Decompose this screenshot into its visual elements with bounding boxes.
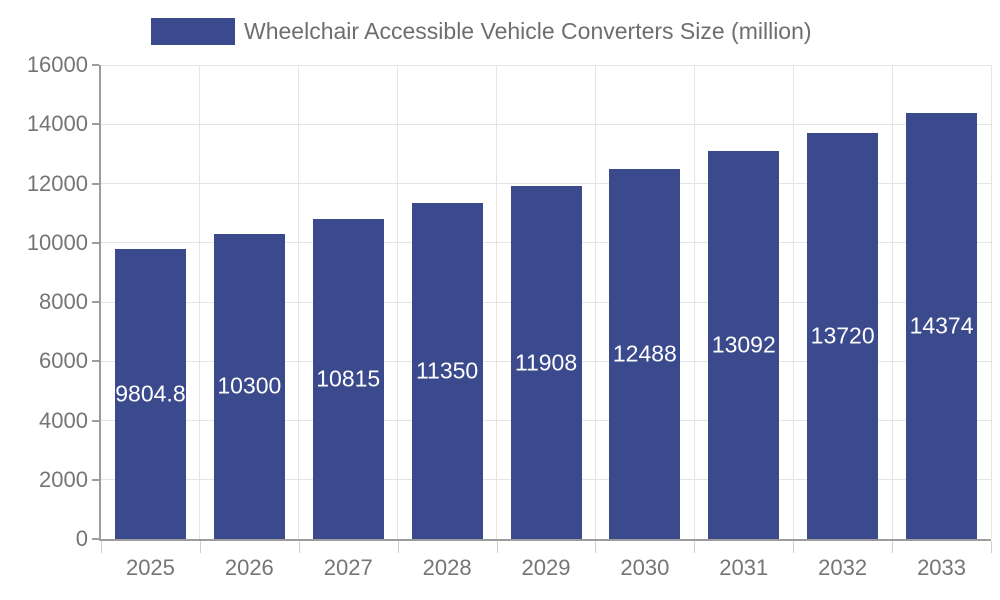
y-axis-tick <box>92 241 99 244</box>
bar-value-label: 14374 <box>909 312 974 339</box>
bar-value-label: 11908 <box>514 349 578 376</box>
x-axis-tick <box>397 541 399 553</box>
y-axis-tick <box>92 478 99 481</box>
y-axis-tick <box>92 64 99 66</box>
bar <box>213 233 285 539</box>
x-axis-tick <box>991 541 992 553</box>
gridline-vertical <box>298 65 300 539</box>
bar <box>510 186 582 539</box>
bar <box>807 132 879 539</box>
y-axis-tick <box>92 182 99 185</box>
x-tick-label: 2025 <box>125 555 175 580</box>
x-axis-tick <box>199 541 201 553</box>
y-tick-label: 4000 <box>39 407 88 433</box>
y-tick-label: 14000 <box>26 111 88 137</box>
y-axis-tick <box>92 360 99 363</box>
x-tick-label: 2033 <box>917 555 967 580</box>
gridline-vertical <box>496 65 498 539</box>
x-axis-tick <box>892 541 894 553</box>
x-tick-label: 2032 <box>818 555 868 580</box>
legend: Wheelchair Accessible Vehicle Converters… <box>151 18 812 45</box>
x-axis-tick <box>793 541 795 553</box>
gridline-horizontal <box>101 183 991 184</box>
x-axis-tick <box>694 541 696 553</box>
y-axis-tick <box>92 123 99 126</box>
x-tick-label: 2030 <box>620 555 670 580</box>
y-axis-labels: 0 2000 4000 6000 8000 10000 12000 14000 16000 <box>0 52 88 551</box>
x-tick-label: 2028 <box>422 555 472 580</box>
y-tick-label: 0 <box>75 526 88 551</box>
x-tick-label: 2027 <box>323 555 373 580</box>
x-axis-tick <box>298 541 300 553</box>
bar-value-label: 9804.8 <box>115 380 186 407</box>
plot-area: 9804.8 10300 10815 11350 11908 12488 13092 1372… <box>99 64 992 541</box>
bar <box>609 169 681 539</box>
bar-value-label: 13720 <box>810 322 875 349</box>
gridline-vertical <box>594 65 596 539</box>
bar <box>906 113 978 539</box>
y-axis-tick <box>92 538 99 540</box>
gridline-vertical <box>199 65 201 539</box>
y-tick-label: 8000 <box>39 289 88 314</box>
gridline-horizontal <box>101 123 991 125</box>
x-tick-label: 2031 <box>719 555 769 580</box>
bar <box>708 151 780 539</box>
bar-value-label: 13092 <box>711 331 776 358</box>
x-axis-labels: 2025 2026 2027 2028 2029 2030 2031 2032 2033 <box>101 555 991 587</box>
x-axis-tick <box>595 541 597 553</box>
gridline-vertical <box>397 65 399 539</box>
x-axis-tick <box>101 541 102 553</box>
y-tick-label: 12000 <box>26 170 88 196</box>
gridline-vertical <box>891 65 893 539</box>
y-axis-tick <box>92 419 99 422</box>
gridline-vertical <box>792 65 794 539</box>
bar-value-label: 12488 <box>612 340 677 367</box>
y-tick-label: 2000 <box>39 466 88 492</box>
y-tick-label: 6000 <box>39 348 88 374</box>
x-tick-label: 2026 <box>224 555 274 580</box>
bar <box>114 248 186 539</box>
bar-value-label: 10815 <box>316 365 381 392</box>
y-tick-label: 16000 <box>26 52 88 77</box>
bar-value-label: 11350 <box>415 357 479 384</box>
y-tick-label: 10000 <box>26 229 88 255</box>
legend-swatch <box>151 18 235 45</box>
bar <box>312 218 384 539</box>
gridline-horizontal <box>101 64 991 66</box>
bar-value-label: 10300 <box>217 372 282 399</box>
legend-label: Wheelchair Accessible Vehicle Converters… <box>244 18 812 44</box>
bar <box>411 202 483 539</box>
gridline-vertical <box>693 65 695 539</box>
gridline-vertical <box>990 65 992 539</box>
x-axis-tick <box>496 541 498 553</box>
y-axis-tick <box>92 301 99 303</box>
x-tick-label: 2029 <box>521 555 571 580</box>
